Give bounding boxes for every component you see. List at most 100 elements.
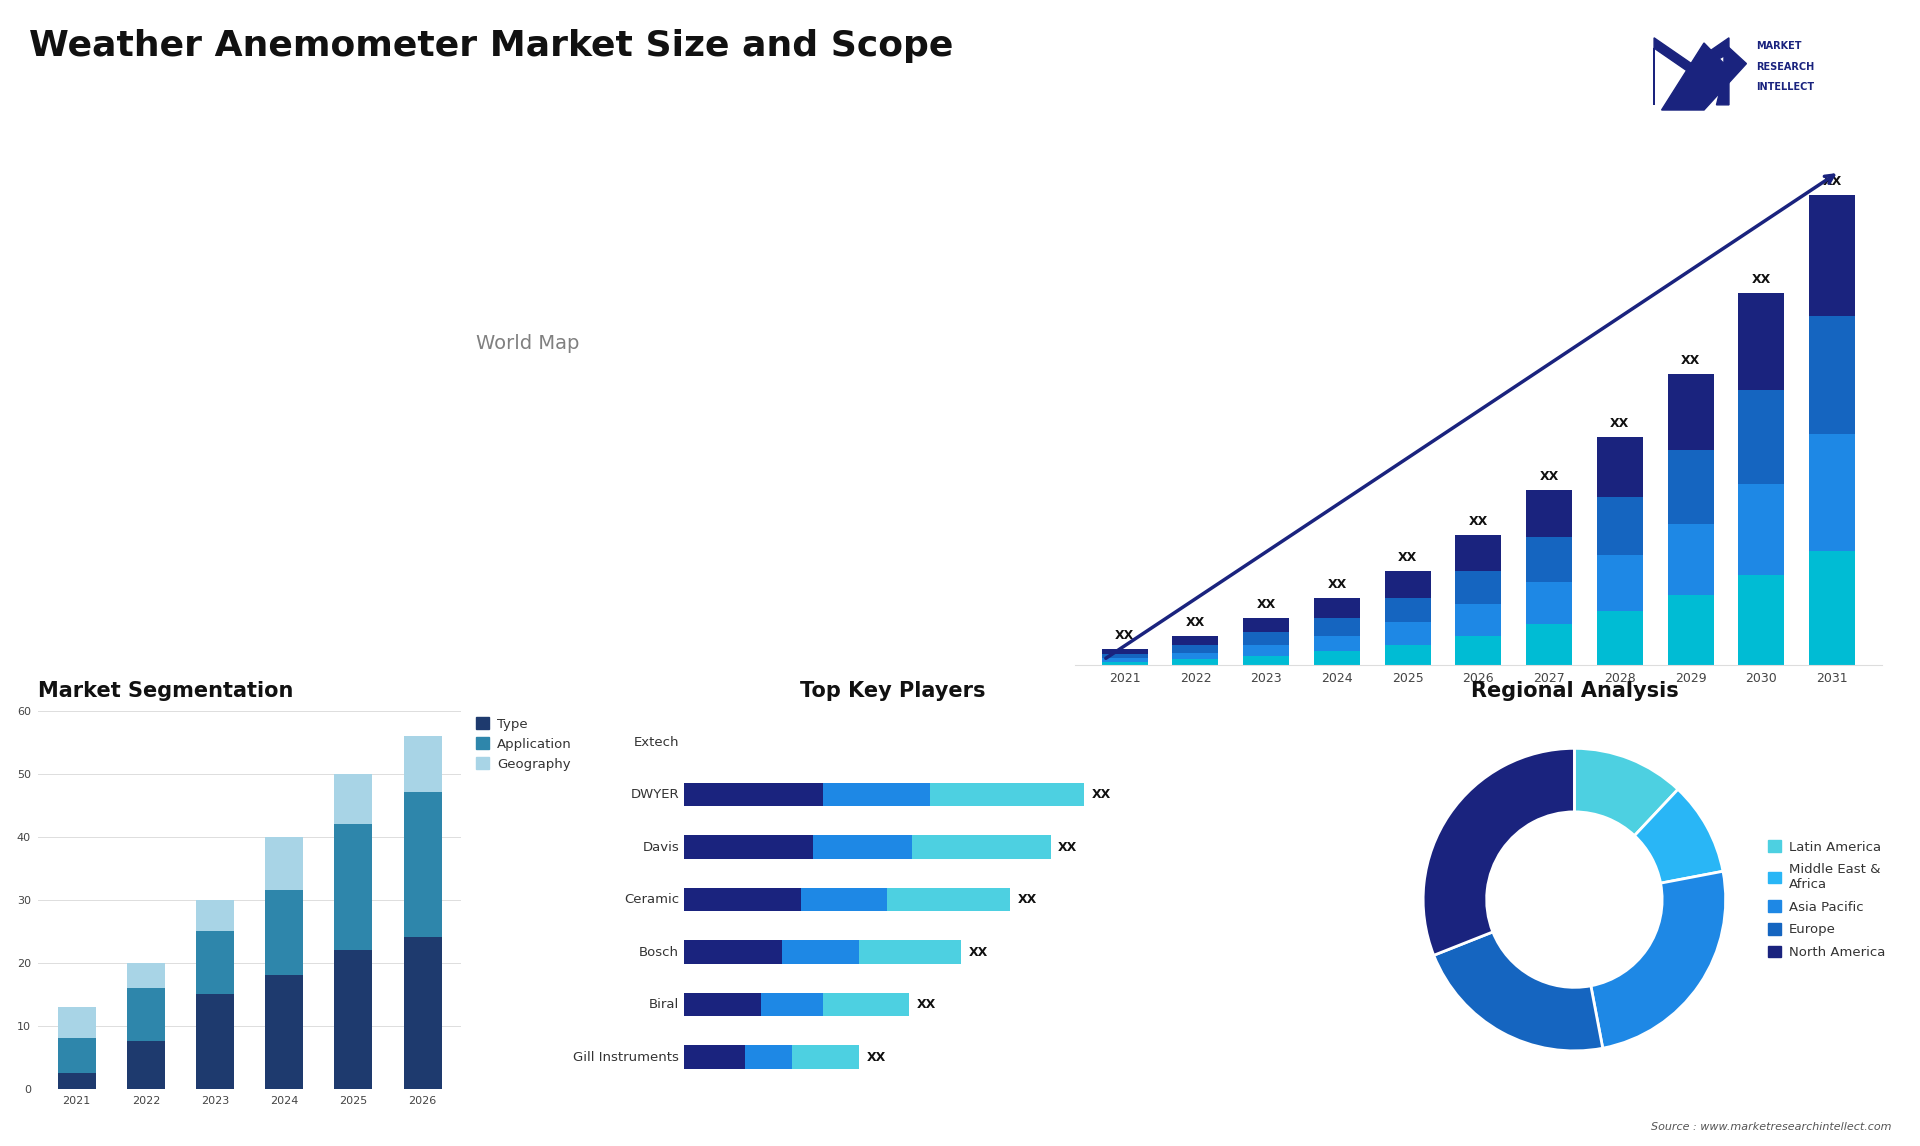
- Bar: [760, 992, 822, 1017]
- Bar: [1102, 654, 1148, 659]
- Bar: [1244, 633, 1288, 644]
- Bar: [1384, 622, 1430, 644]
- Bar: [1668, 374, 1713, 450]
- Text: DWYER: DWYER: [630, 788, 680, 801]
- Bar: [860, 941, 962, 964]
- Bar: [1384, 597, 1430, 622]
- Polygon shape: [1653, 38, 1728, 104]
- Bar: [1455, 604, 1501, 636]
- Bar: [1313, 618, 1359, 636]
- Bar: [196, 900, 234, 931]
- Bar: [1173, 652, 1219, 659]
- Bar: [1738, 575, 1784, 665]
- Bar: [1809, 195, 1855, 316]
- Bar: [1313, 651, 1359, 665]
- Bar: [1244, 618, 1288, 633]
- Bar: [1102, 659, 1148, 662]
- Bar: [403, 736, 442, 793]
- Bar: [1597, 497, 1644, 555]
- Wedge shape: [1574, 748, 1678, 835]
- Bar: [931, 783, 1085, 807]
- Bar: [1455, 571, 1501, 604]
- Text: XX: XX: [970, 945, 989, 959]
- Bar: [1102, 662, 1148, 665]
- Text: XX: XX: [1822, 175, 1841, 188]
- Text: XX: XX: [1469, 515, 1488, 528]
- Bar: [265, 890, 303, 975]
- Text: RESEARCH: RESEARCH: [1757, 62, 1814, 72]
- Text: XX: XX: [1611, 416, 1630, 430]
- Bar: [783, 941, 860, 964]
- Bar: [684, 835, 814, 858]
- Bar: [1597, 437, 1644, 497]
- Text: World Map: World Map: [476, 333, 580, 353]
- Bar: [814, 835, 912, 858]
- Bar: [1526, 490, 1572, 537]
- Bar: [1384, 644, 1430, 665]
- Bar: [791, 1045, 860, 1069]
- Bar: [1668, 450, 1713, 524]
- Text: XX: XX: [868, 1051, 887, 1063]
- Text: Bosch: Bosch: [639, 945, 680, 959]
- Bar: [1668, 596, 1713, 665]
- Bar: [334, 824, 372, 950]
- Text: Biral: Biral: [649, 998, 680, 1011]
- Bar: [196, 931, 234, 994]
- Bar: [196, 994, 234, 1089]
- Bar: [1526, 537, 1572, 582]
- Text: XX: XX: [1256, 598, 1275, 611]
- Text: XX: XX: [1682, 354, 1701, 367]
- Text: XX: XX: [1327, 578, 1346, 590]
- Polygon shape: [1661, 42, 1747, 110]
- Bar: [403, 793, 442, 937]
- Text: XX: XX: [1092, 788, 1112, 801]
- Text: INTELLECT: INTELLECT: [1757, 83, 1814, 93]
- Bar: [1173, 636, 1219, 644]
- Text: XX: XX: [1540, 470, 1559, 484]
- Bar: [684, 992, 760, 1017]
- Bar: [822, 783, 931, 807]
- Text: XX: XX: [1116, 628, 1135, 642]
- Text: Market Segmentation: Market Segmentation: [38, 681, 294, 700]
- Legend: Type, Application, Geography: Type, Application, Geography: [476, 717, 572, 770]
- Text: XX: XX: [1398, 551, 1417, 564]
- Text: XX: XX: [1058, 840, 1077, 854]
- Bar: [1597, 611, 1644, 665]
- Title: Regional Analysis: Regional Analysis: [1471, 681, 1678, 700]
- Bar: [745, 1045, 791, 1069]
- Bar: [334, 774, 372, 824]
- Title: Top Key Players: Top Key Players: [801, 681, 985, 700]
- Text: MARKET: MARKET: [1757, 41, 1801, 52]
- Bar: [684, 1045, 745, 1069]
- Bar: [1809, 550, 1855, 665]
- Bar: [334, 950, 372, 1089]
- Text: Weather Anemometer Market Size and Scope: Weather Anemometer Market Size and Scope: [29, 29, 952, 63]
- Bar: [1313, 636, 1359, 651]
- Bar: [1738, 390, 1784, 484]
- Bar: [822, 992, 908, 1017]
- Bar: [127, 963, 165, 988]
- Bar: [1244, 644, 1288, 656]
- Text: XX: XX: [1187, 615, 1206, 628]
- Text: Gill Instruments: Gill Instruments: [574, 1051, 680, 1063]
- Bar: [265, 837, 303, 890]
- Bar: [1526, 625, 1572, 665]
- Text: XX: XX: [1018, 893, 1037, 906]
- Text: XX: XX: [916, 998, 935, 1011]
- Bar: [684, 941, 783, 964]
- Text: Davis: Davis: [643, 840, 680, 854]
- Bar: [1809, 316, 1855, 434]
- Bar: [912, 835, 1050, 858]
- Text: Extech: Extech: [634, 736, 680, 748]
- Bar: [1597, 555, 1644, 611]
- Bar: [1313, 597, 1359, 618]
- Bar: [1809, 434, 1855, 550]
- Bar: [1455, 535, 1501, 571]
- Bar: [1173, 659, 1219, 665]
- Bar: [887, 888, 1010, 911]
- Text: Ceramic: Ceramic: [624, 893, 680, 906]
- Bar: [1668, 524, 1713, 596]
- Bar: [684, 888, 801, 911]
- Text: Source : www.marketresearchintellect.com: Source : www.marketresearchintellect.com: [1651, 1122, 1891, 1132]
- Bar: [403, 937, 442, 1089]
